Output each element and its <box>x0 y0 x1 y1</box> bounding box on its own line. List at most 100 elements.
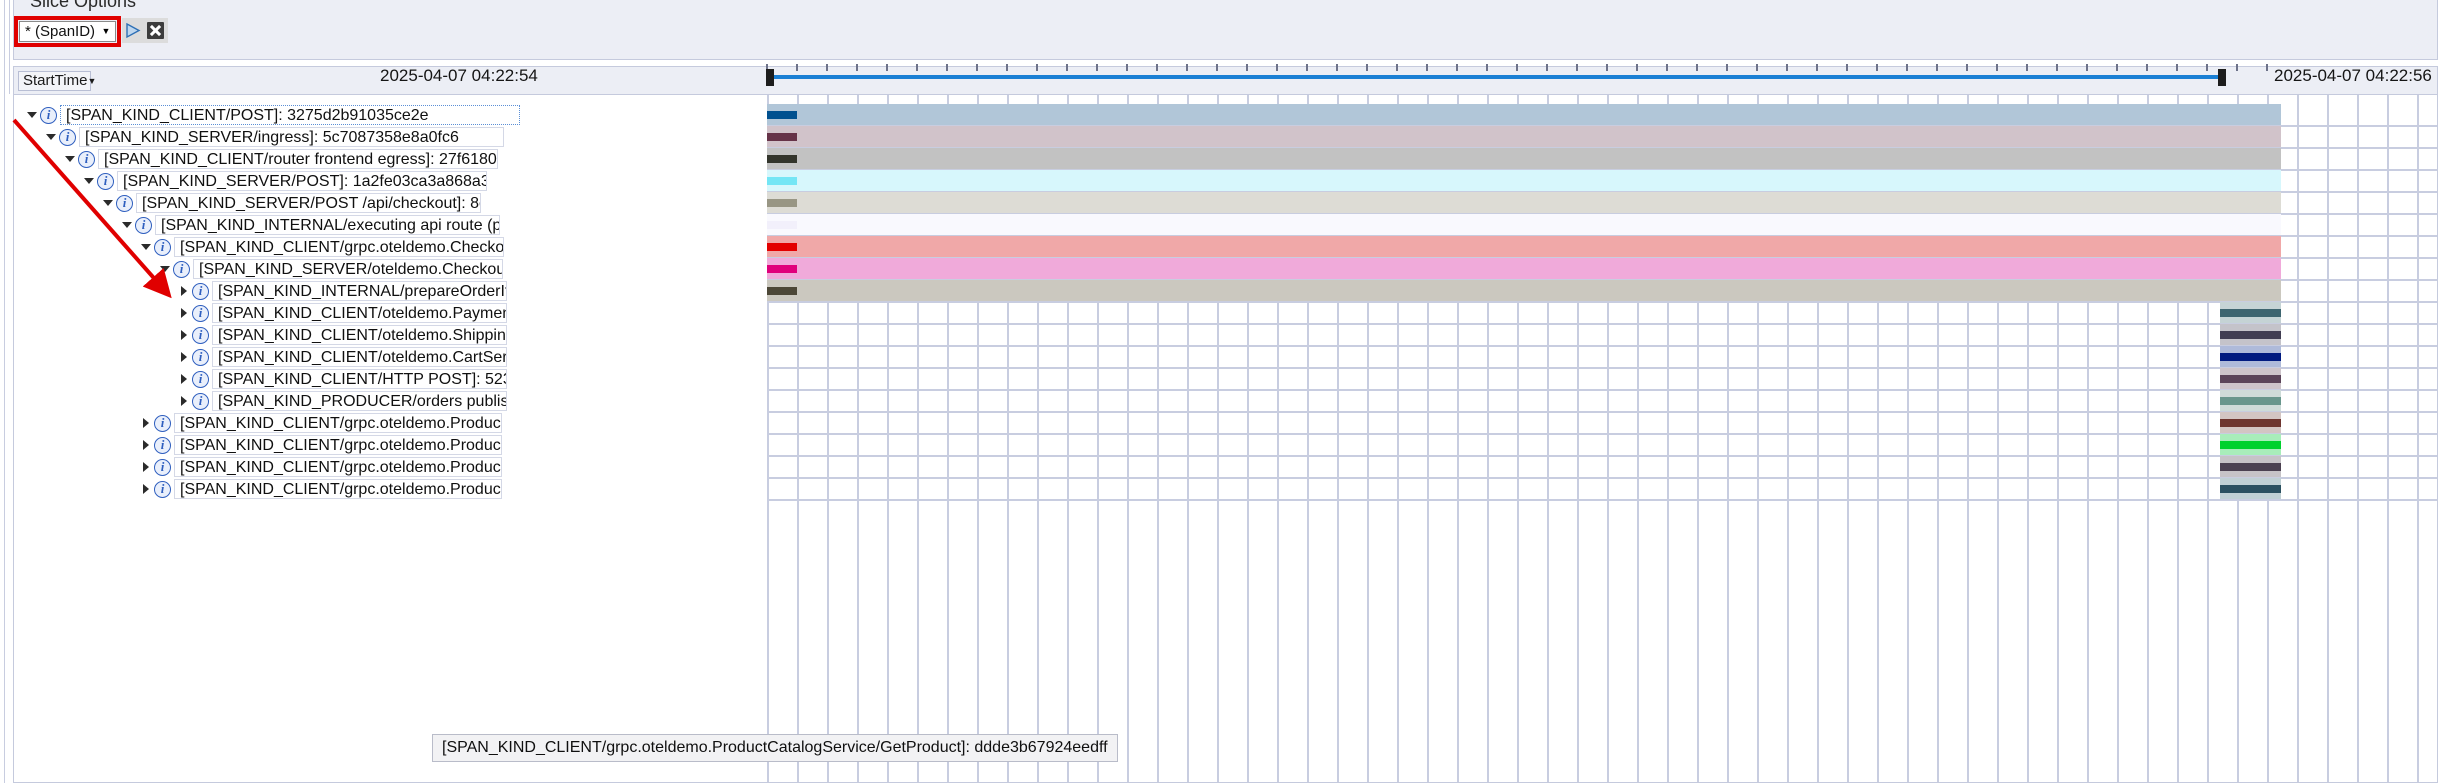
info-circle-icon[interactable]: i <box>59 128 76 146</box>
span-duration-band[interactable] <box>767 214 2281 236</box>
tree-row-label[interactable]: [SPAN_KIND_CLIENT/grpc.oteldemo.ProductC… <box>174 479 502 499</box>
expander-expand-icon[interactable] <box>176 324 192 346</box>
tree-row-label[interactable]: [SPAN_KIND_PRODUCER/orders publish]: dc5… <box>212 391 507 411</box>
info-circle-icon[interactable]: i <box>154 414 171 432</box>
expander-expand-icon[interactable] <box>138 434 154 456</box>
tree-row-label[interactable]: [SPAN_KIND_INTERNAL/prepareOrderItemsAnd… <box>212 281 507 301</box>
tree-row-label[interactable]: [SPAN_KIND_CLIENT/grpc.oteldemo.ProductC… <box>174 435 502 455</box>
tree-row-label[interactable]: [SPAN_KIND_CLIENT/router frontend egress… <box>98 149 498 169</box>
expander-expand-icon[interactable] <box>138 456 154 478</box>
expander-collapse-icon[interactable] <box>81 170 97 192</box>
span-bar[interactable] <box>767 155 797 163</box>
tree-row-label[interactable]: [SPAN_KIND_CLIENT/grpc.oteldemo.ProductC… <box>174 457 502 477</box>
info-circle-icon[interactable]: i <box>97 172 114 190</box>
span-duration-band[interactable] <box>767 170 2281 192</box>
info-circle-icon[interactable]: i <box>192 348 209 366</box>
expander-collapse-icon[interactable] <box>100 192 116 214</box>
gantt-row[interactable] <box>14 478 2437 501</box>
expander-expand-icon[interactable] <box>138 412 154 434</box>
span-bar[interactable] <box>767 287 797 295</box>
span-bar[interactable] <box>2220 419 2281 427</box>
tree-row[interactable]: i [SPAN_KIND_SERVER/POST /api/checkout]: … <box>100 192 481 214</box>
expander-expand-icon[interactable] <box>138 478 154 500</box>
gantt-row[interactable] <box>14 434 2437 457</box>
span-duration-band[interactable] <box>767 258 2281 280</box>
tree-row[interactable]: i [SPAN_KIND_SERVER/ingress]: 5c7087358e8… <box>43 126 504 148</box>
tree-row[interactable]: i[SPAN_KIND_CLIENT/grpc.oteldemo.Checkou… <box>138 236 504 258</box>
span-bar[interactable] <box>767 265 797 273</box>
tree-row-label[interactable]: [SPAN_KIND_CLIENT/grpc.oteldemo.Checkout… <box>174 237 504 257</box>
info-circle-icon[interactable]: i <box>192 370 209 388</box>
info-circle-icon[interactable]: i <box>192 326 209 344</box>
gantt-row[interactable] <box>14 412 2437 435</box>
span-duration-band[interactable] <box>767 192 2281 214</box>
expander-collapse-icon[interactable] <box>62 148 78 170</box>
expander-expand-icon[interactable] <box>176 302 192 324</box>
span-duration-band[interactable] <box>767 104 2281 126</box>
info-circle-icon[interactable]: i <box>192 282 209 300</box>
tree-row[interactable]: i[SPAN_KIND_CLIENT/oteldemo.ShippingServ… <box>176 324 507 346</box>
span-duration-band[interactable] <box>767 236 2281 258</box>
tree-row[interactable]: i[SPAN_KIND_CLIENT/oteldemo.PaymentServi… <box>176 302 507 324</box>
expander-collapse-icon[interactable] <box>138 236 154 258</box>
tree-row[interactable]: i[SPAN_KIND_CLIENT/grpc.oteldemo.Product… <box>138 456 502 478</box>
expander-collapse-icon[interactable] <box>43 126 59 148</box>
tree-row[interactable]: i [SPAN_KIND_INTERNAL/executing api route… <box>119 214 500 236</box>
span-bar[interactable] <box>767 177 797 185</box>
span-bar[interactable] <box>2220 397 2281 405</box>
span-bar[interactable] <box>767 243 797 251</box>
tree-row-label[interactable]: [SPAN_KIND_CLIENT/POST]: 3275d2b91035ce2… <box>60 105 520 125</box>
expander-expand-icon[interactable] <box>176 346 192 368</box>
info-circle-icon[interactable]: i <box>154 480 171 498</box>
tree-row[interactable]: i[SPAN_KIND_CLIENT/grpc.oteldemo.Product… <box>138 478 502 500</box>
gantt-row[interactable] <box>14 390 2437 413</box>
tree-row[interactable]: i[SPAN_KIND_INTERNAL/prepareOrderItemsAn… <box>176 280 507 302</box>
span-bar[interactable] <box>2220 463 2281 471</box>
tree-row-label[interactable]: [SPAN_KIND_CLIENT/HTTP POST]: 523852a308… <box>212 369 507 389</box>
tree-row[interactable]: i[SPAN_KIND_SERVER/oteldemo.CheckoutServ… <box>157 258 503 280</box>
span-bar[interactable] <box>2220 309 2281 317</box>
span-bar[interactable] <box>2220 353 2281 361</box>
info-circle-icon[interactable]: i <box>135 216 152 234</box>
run-button[interactable] <box>122 18 143 43</box>
tree-row-label[interactable]: [SPAN_KIND_CLIENT/oteldemo.CartService/E… <box>212 347 507 367</box>
tree-row[interactable]: i [SPAN_KIND_CLIENT/POST]: 3275d2b91035ce… <box>24 104 520 126</box>
expander-expand-icon[interactable] <box>176 390 192 412</box>
span-bar[interactable] <box>2220 485 2281 493</box>
tree-row[interactable]: i [SPAN_KIND_CLIENT/router frontend egres… <box>62 148 498 170</box>
info-circle-icon[interactable]: i <box>192 392 209 410</box>
expander-collapse-icon[interactable] <box>119 214 135 236</box>
time-range-slider[interactable] <box>766 62 2268 90</box>
span-bar[interactable] <box>2220 375 2281 383</box>
span-bar[interactable] <box>767 111 797 119</box>
info-circle-icon[interactable]: i <box>192 304 209 322</box>
info-circle-icon[interactable]: i <box>78 150 95 168</box>
span-filter-combo[interactable]: * (SpanID) ▼ <box>19 21 116 42</box>
tree-row[interactable]: i [SPAN_KIND_SERVER/POST]: 1a2fe03ca3a868… <box>81 170 487 192</box>
tree-row[interactable]: i[SPAN_KIND_CLIENT/grpc.oteldemo.Product… <box>138 412 502 434</box>
range-handle-right[interactable] <box>2218 69 2226 86</box>
expander-expand-icon[interactable] <box>176 368 192 390</box>
info-circle-icon[interactable]: i <box>116 194 133 212</box>
info-circle-icon[interactable]: i <box>173 260 190 278</box>
gantt-row[interactable] <box>14 280 2437 303</box>
expander-collapse-icon[interactable] <box>24 104 40 126</box>
gantt-row[interactable] <box>14 302 2437 325</box>
tree-row-label[interactable]: [SPAN_KIND_INTERNAL/executing api route … <box>155 215 500 235</box>
expander-collapse-icon[interactable] <box>157 258 173 280</box>
tree-row-label[interactable]: [SPAN_KIND_SERVER/ingress]: 5c7087358e8a… <box>79 127 504 147</box>
span-bar[interactable] <box>767 221 797 229</box>
span-bar[interactable] <box>767 133 797 141</box>
gantt-row[interactable] <box>14 346 2437 369</box>
info-circle-icon[interactable]: i <box>154 436 171 454</box>
sort-field-combo[interactable]: StartTime ▼ <box>18 71 96 91</box>
info-circle-icon[interactable]: i <box>154 458 171 476</box>
gantt-row[interactable] <box>14 324 2437 347</box>
span-bar[interactable] <box>767 199 797 207</box>
tree-row[interactable]: i[SPAN_KIND_CLIENT/grpc.oteldemo.Product… <box>138 434 502 456</box>
gantt-row[interactable] <box>14 456 2437 479</box>
tree-row[interactable]: i[SPAN_KIND_PRODUCER/orders publish]: dc… <box>176 390 507 412</box>
info-circle-icon[interactable]: i <box>154 238 171 256</box>
span-duration-band[interactable] <box>767 148 2281 170</box>
gantt-row[interactable] <box>14 368 2437 391</box>
